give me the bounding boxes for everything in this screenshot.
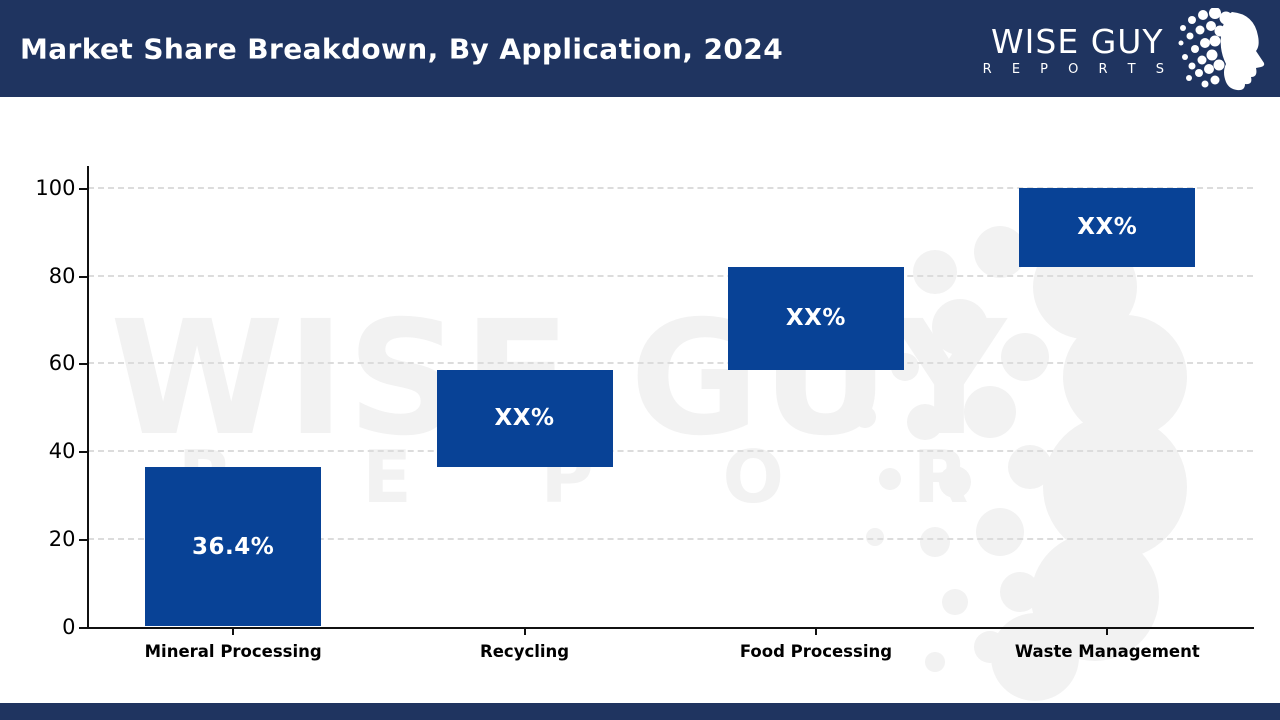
bar-value-label: XX% (1077, 214, 1138, 241)
bar-food-processing: XX% (727, 266, 904, 370)
y-tick-mark (78, 275, 87, 278)
chart-title: Market Share Breakdown, By Application, … (20, 32, 784, 65)
x-category-label: Mineral Processing (144, 641, 322, 661)
bar-mineral-processing: 36.4% (145, 466, 322, 627)
x-tick-mark (1106, 629, 1109, 635)
bar-waste-management: XX% (1019, 188, 1196, 267)
bar-value-label: 36.4% (192, 533, 275, 560)
gridline (87, 274, 1253, 277)
y-tick-mark (78, 451, 87, 454)
y-tick-label: 80 (48, 263, 76, 288)
gridline (87, 537, 1253, 540)
header-bar: Market Share Breakdown, By Application, … (0, 0, 1280, 97)
x-tick-mark (814, 629, 817, 635)
logo-head-icon (1178, 8, 1265, 91)
y-tick-mark (78, 188, 87, 190)
wise-guy-logo: WISE GUY R E P O R T S (983, 8, 1266, 92)
y-tick-mark (78, 626, 87, 629)
bar-value-label: XX% (785, 305, 846, 332)
logo-text: WISE GUY R E P O R T S (982, 21, 1172, 77)
y-tick-label: 20 (48, 526, 76, 551)
x-category-label: Food Processing (739, 641, 893, 661)
x-tick-mark (232, 629, 235, 635)
x-category-label: Recycling (480, 641, 570, 661)
footer-bar (0, 703, 1280, 720)
y-tick-mark (78, 538, 87, 541)
logo-subtitle: R E P O R T S (982, 61, 1172, 77)
y-tick-label: 40 (48, 439, 76, 464)
y-axis-line (86, 166, 89, 629)
bar-value-label: XX% (494, 405, 555, 432)
gridline (87, 187, 1253, 189)
gridline (87, 450, 1253, 453)
x-category-label: Waste Management (1014, 641, 1200, 661)
y-tick-label: 0 (62, 614, 76, 639)
x-tick-mark (523, 629, 526, 635)
chart-area: WISE GUY R E P O R T S 0 20 40 60 80 100 36.4%… (0, 97, 1280, 703)
y-tick-mark (78, 363, 87, 366)
x-axis-line (86, 626, 1254, 629)
bar-recycling: XX% (436, 369, 613, 467)
logo-wordmark: WISE GUY (991, 21, 1164, 61)
gridline (87, 362, 1253, 365)
y-tick-label: 100 (35, 176, 76, 200)
y-tick-label: 60 (48, 351, 76, 376)
